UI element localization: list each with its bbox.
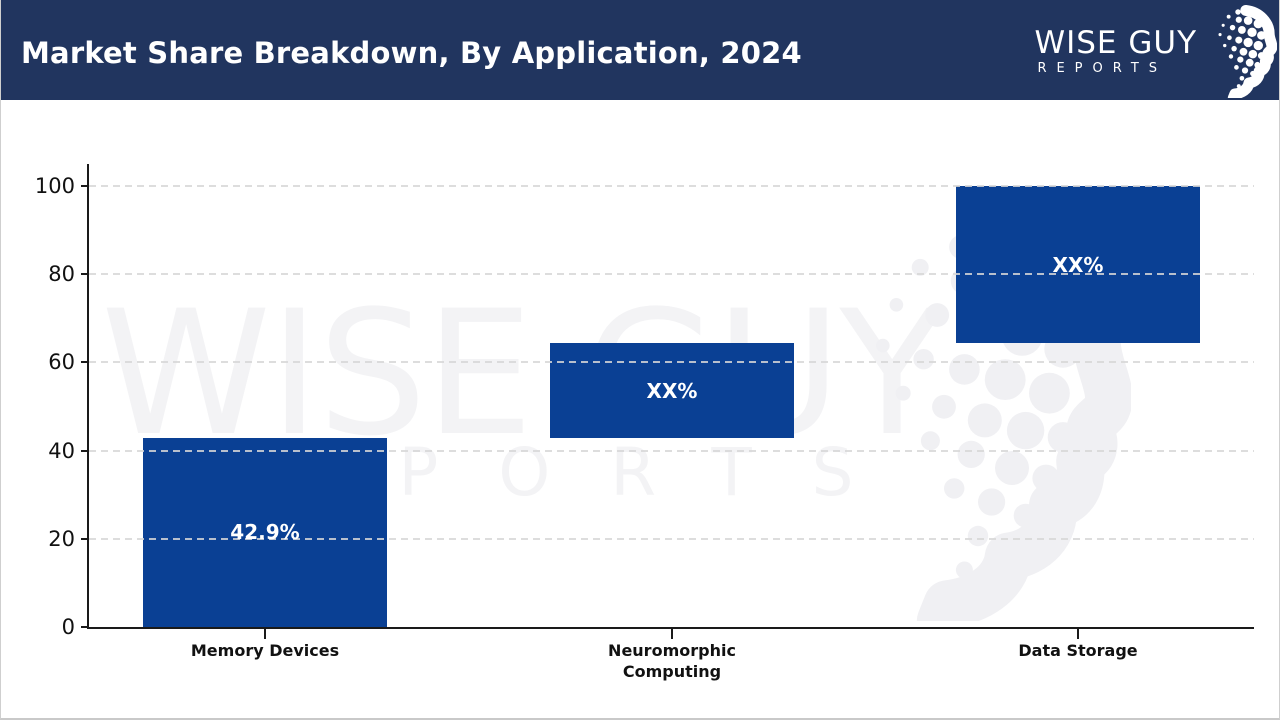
x-tick-mark-3: [1077, 629, 1079, 639]
brand-logo: WISE GUY REPORTS: [1034, 4, 1277, 98]
y-tick-mark-40: [81, 449, 89, 452]
watermark-wordmark: WISE GUY: [101, 273, 945, 474]
gridline-100: [89, 185, 1254, 187]
y-axis-line: [87, 164, 89, 629]
y-tick-label-100: 100: [34, 174, 75, 198]
page-title: Market Share Breakdown, By Application, …: [21, 36, 802, 70]
logo-wordmark: WISE GUY: [1034, 24, 1197, 61]
y-tick-mark-0: [81, 626, 89, 628]
x-category-label-2: Neuromorphic Computing: [608, 641, 736, 681]
y-tick-label-20: 20: [48, 526, 75, 551]
bar-neuromorphic-computing: [550, 343, 794, 438]
logo-text: WISE GUY REPORTS: [1034, 27, 1197, 76]
bar-value-label-memory-devices: 42.9%: [230, 520, 300, 545]
y-tick-mark-80: [81, 273, 89, 276]
y-tick-label-40: 40: [48, 438, 75, 463]
bar-value-label-neuromorphic-computing: XX%: [646, 378, 698, 403]
y-tick-mark-60: [81, 361, 89, 364]
gridline-80: [89, 273, 1254, 276]
logo-subtext: REPORTS: [1037, 60, 1168, 76]
x-axis-line: [87, 627, 1254, 629]
gridline-60: [89, 361, 1254, 364]
gridline-20: [89, 537, 1254, 540]
x-category-label-3: Data Storage: [1018, 641, 1138, 660]
y-tick-label-0: 0: [61, 615, 75, 639]
bar-memory-devices: [143, 437, 387, 627]
y-tick-mark-20: [81, 537, 89, 540]
header-bar: Market Share Breakdown, By Application, …: [1, 0, 1279, 100]
x-tick-mark-2: [671, 629, 673, 639]
y-tick-label-60: 60: [48, 350, 75, 375]
x-category-label-1: Memory Devices: [190, 641, 340, 660]
y-tick-label-80: 80: [48, 262, 75, 287]
gridline-40: [89, 449, 1254, 452]
x-tick-mark-1: [264, 629, 266, 639]
y-tick-mark-100: [81, 185, 89, 187]
bar-data-storage: [956, 186, 1200, 344]
bar-value-label-data-storage: XX%: [1052, 252, 1104, 277]
logo-head-icon: [1199, 4, 1277, 98]
